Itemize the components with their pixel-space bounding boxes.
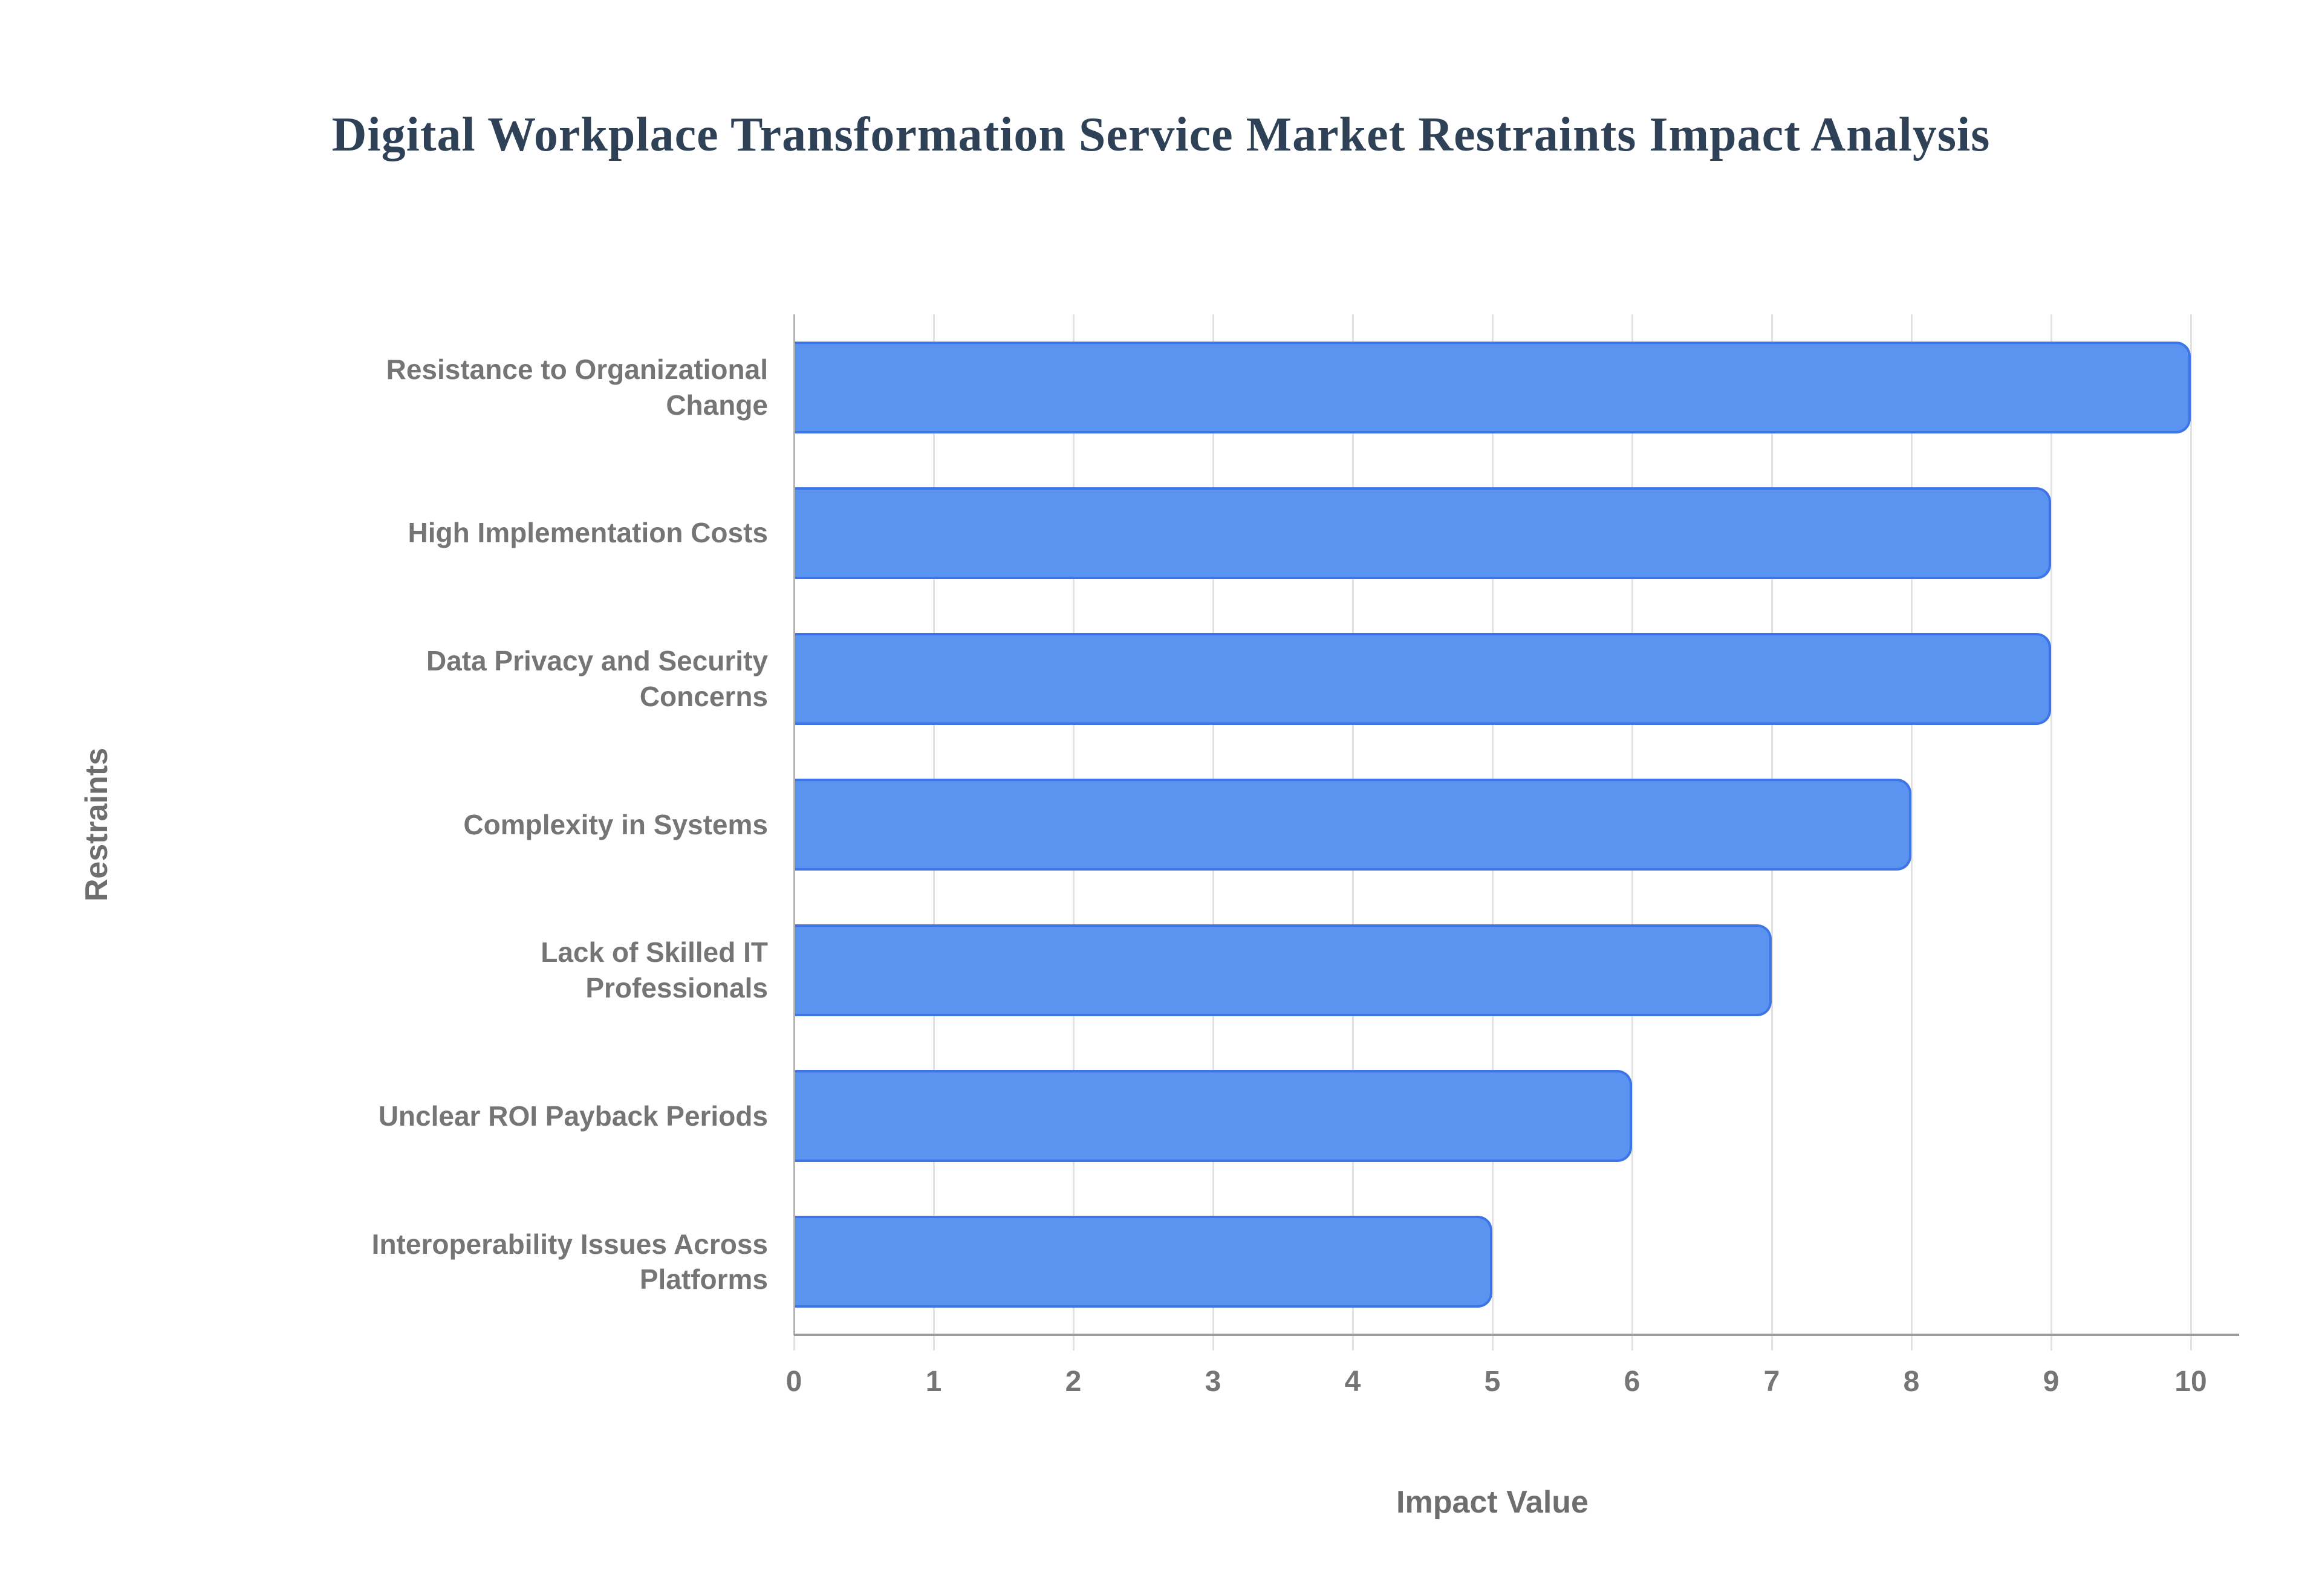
- x-tick-label-3: 3: [1205, 1366, 1221, 1398]
- bar-row: [794, 460, 2191, 606]
- bar-row: [794, 606, 2191, 751]
- bar-3[interactable]: [794, 632, 2051, 725]
- category-label: Unclear ROI Payback Periods: [378, 1100, 768, 1132]
- x-tick-label-0: 0: [785, 1366, 802, 1398]
- category-label: Lack of Skilled IT Professionals: [541, 936, 768, 1004]
- bar-7[interactable]: [794, 1216, 1492, 1308]
- bar-6[interactable]: [794, 1070, 1632, 1163]
- gridline-x-8: [1910, 314, 1913, 1351]
- bar-4[interactable]: [794, 778, 1911, 871]
- gridline-x-10: [2190, 314, 2192, 1351]
- x-tick-label-1: 1: [925, 1366, 942, 1398]
- x-tick-label-10: 10: [2174, 1366, 2207, 1398]
- category-label: Resistance to Organizational Change: [386, 353, 768, 421]
- x-tick-label-8: 8: [1903, 1366, 1920, 1398]
- x-tick-label-4: 4: [1344, 1366, 1361, 1398]
- plot-area: [793, 314, 2239, 1351]
- x-tick-label-2: 2: [1065, 1366, 1082, 1398]
- x-tick-label-6: 6: [1624, 1366, 1641, 1398]
- x-axis-title: Impact Value: [1396, 1485, 1589, 1520]
- bar-row: [794, 1043, 2191, 1189]
- bar-2[interactable]: [794, 487, 2051, 579]
- bar-row: [794, 1189, 2191, 1335]
- bar-row: [794, 314, 2191, 460]
- x-tick-label-9: 9: [2043, 1366, 2060, 1398]
- gridline-x-9: [2050, 314, 2052, 1351]
- y-axis-title: Restraints: [79, 747, 114, 902]
- bar-1[interactable]: [794, 341, 2191, 433]
- x-tick-label-7: 7: [1763, 1366, 1780, 1398]
- x-tick-label-5: 5: [1484, 1366, 1501, 1398]
- bar-5[interactable]: [794, 924, 1772, 1017]
- bar-row: [794, 898, 2191, 1043]
- category-label: Interoperability Issues Across Platforms: [371, 1228, 768, 1296]
- category-label: Data Privacy and Security Concerns: [426, 644, 768, 712]
- category-labels-column: Resistance to Organizational Change High …: [181, 314, 768, 1335]
- x-axis-line: [794, 1334, 2239, 1336]
- category-label: High Implementation Costs: [408, 517, 768, 549]
- y-axis-line: [793, 314, 795, 1335]
- bar-row: [794, 751, 2191, 897]
- chart-title: Digital Workplace Transformation Service…: [331, 108, 1991, 161]
- bar-rows-group: [794, 314, 2191, 1335]
- category-label: Complexity in Systems: [463, 808, 768, 840]
